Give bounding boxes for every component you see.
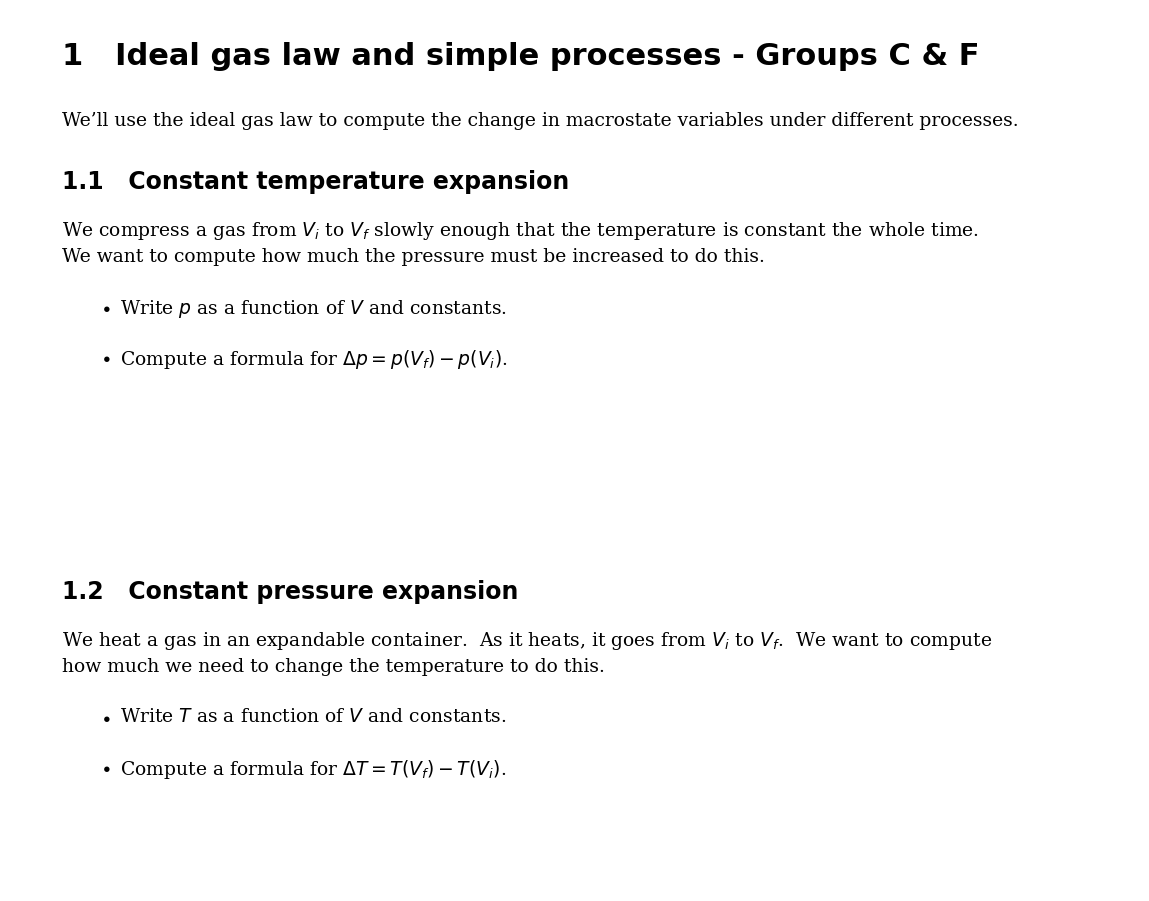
Text: $\bullet$: $\bullet$ xyxy=(100,348,110,367)
Text: We’ll use the ideal gas law to compute the change in macrostate variables under : We’ll use the ideal gas law to compute t… xyxy=(62,112,1019,130)
Text: 1.2   Constant pressure expansion: 1.2 Constant pressure expansion xyxy=(62,580,518,604)
Text: 1   Ideal gas law and simple processes - Groups C & F: 1 Ideal gas law and simple processes - G… xyxy=(62,42,979,71)
Text: We want to compute how much the pressure must be increased to do this.: We want to compute how much the pressure… xyxy=(62,248,765,266)
Text: We heat a gas in an expandable container.  As it heats, it goes from $V_i$ to $V: We heat a gas in an expandable container… xyxy=(62,630,993,652)
Text: Compute a formula for $\Delta p = p(V_f) - p(V_i)$.: Compute a formula for $\Delta p = p(V_f)… xyxy=(119,348,508,371)
Text: $\bullet$: $\bullet$ xyxy=(100,298,110,317)
Text: 1.1   Constant temperature expansion: 1.1 Constant temperature expansion xyxy=(62,170,569,194)
Text: Write $p$ as a function of $V$ and constants.: Write $p$ as a function of $V$ and const… xyxy=(119,298,507,320)
Text: Write $T$ as a function of $V$ and constants.: Write $T$ as a function of $V$ and const… xyxy=(119,708,507,726)
Text: Compute a formula for $\Delta T = T(V_f) - T(V_i)$.: Compute a formula for $\Delta T = T(V_f)… xyxy=(119,758,507,781)
Text: how much we need to change the temperature to do this.: how much we need to change the temperatu… xyxy=(62,658,604,676)
Text: $\bullet$: $\bullet$ xyxy=(100,708,110,727)
Text: We compress a gas from $V_i$ to $V_f$ slowly enough that the temperature is cons: We compress a gas from $V_i$ to $V_f$ sl… xyxy=(62,220,979,242)
Text: $\bullet$: $\bullet$ xyxy=(100,758,110,777)
